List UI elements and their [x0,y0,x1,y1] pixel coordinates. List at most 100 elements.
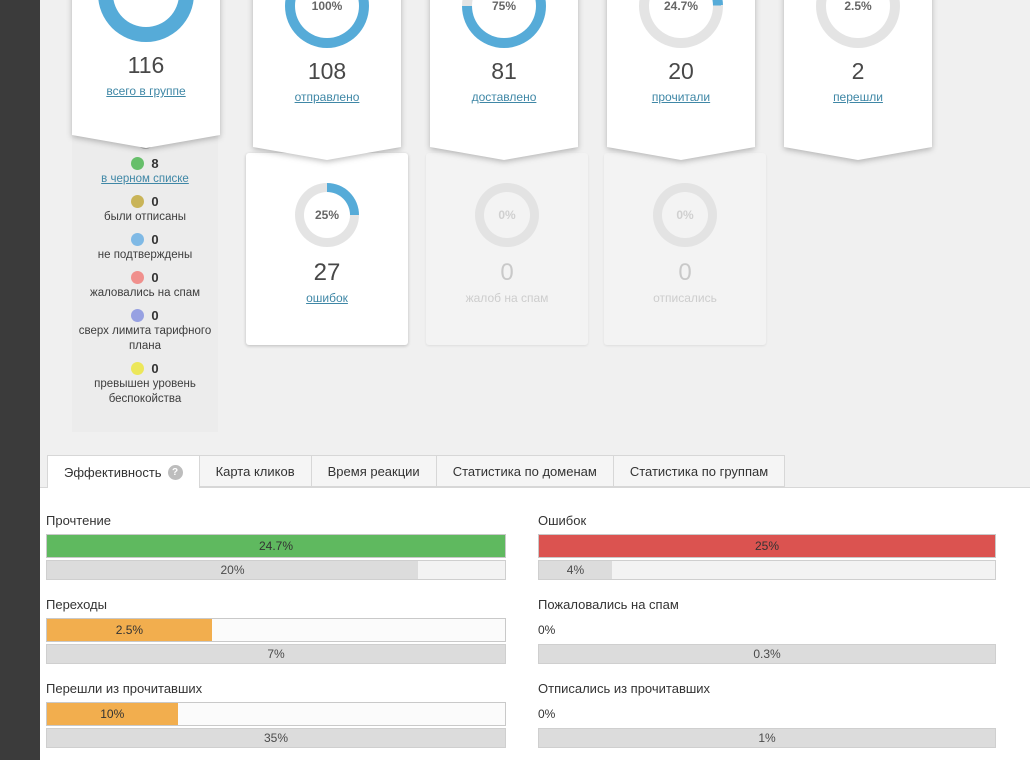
summary-link[interactable]: ошибок [306,291,348,305]
tab-label: Время реакции [327,463,420,479]
bar-group: Перешли из прочитавших 10% 35% [46,681,506,748]
legend-link-label[interactable]: в черном списке [101,173,189,185]
campaign-bar-fill: 25% [539,535,995,557]
metric-link[interactable]: всего в группе [106,84,186,98]
legend-text-label: превышен уровень беспокойства [94,377,196,405]
bar-group-title: Переходы [46,597,107,612]
average-bar: 20% [46,560,506,580]
donut-hole [662,192,708,238]
summary-card-errors: 25% 27 ошибок [246,153,408,345]
legend-text-label: жаловались на спам [90,286,200,299]
donut-percent-label: 0% [498,208,516,222]
campaign-bar: 2.5% [46,618,506,642]
donut-hole [304,192,350,238]
bar-group: Пожаловались на спам 0% 0.3% [538,597,996,664]
bar-group: Прочтение 24.7% 20% [46,513,506,580]
bar-group-title: Перешли из прочитавших [46,681,203,696]
tab-label: Эффективность [64,464,162,480]
legend-text-label: не подтверждены [97,248,193,261]
tab-click-map[interactable]: Карта кликов [198,455,312,487]
legend-row: 0 [72,232,218,247]
progress-donut: 24.7% [639,0,723,48]
average-bar-fill: 20% [47,561,418,579]
legend-value: 0 [151,269,159,285]
effectiveness-panel: Прочтение 24.7% 20% Переходы 2.5% 7% Перешли и… [40,487,1030,760]
metric-value: 2 [851,58,865,84]
tab-reaction-time[interactable]: Время реакции [310,455,437,487]
summary-value: 27 [313,259,341,286]
progress-donut: 0% [475,183,539,247]
tab-label: Статистика по доменам [452,463,597,479]
bar-group-title: Отписались из прочитавших [538,681,711,696]
metric-card-body: 2.5% 2 перешли [784,0,932,160]
tab-group-stats[interactable]: Статистика по группам [612,455,786,487]
legend-value: 0 [151,231,159,247]
legend-item: 8 в черном списке [72,156,218,187]
stats-tabs: Эффективность? Карта кликов Время реакции С… [47,455,786,488]
bar-group-title: Ошибок [538,513,587,528]
bar-group-title: Пожаловались на спам [538,597,679,612]
left-dark-strip [0,0,40,760]
progress-donut: 25% [295,183,359,247]
summary-value: 0 [500,259,514,286]
summary-value: 0 [678,259,692,286]
legend-value: 8 [151,156,159,171]
campaign-bar-fill: 10% [47,703,178,725]
campaign-bar-fill: 24.7% [47,535,505,557]
status-dot [131,232,145,246]
metric-link[interactable]: перешли [833,90,883,104]
average-bar-fill: 1% [539,729,995,747]
average-bar: 7% [46,644,506,664]
bars-column-right: Ошибок 25% 4% Пожаловались на спам 0% 0.3% Отп… [538,488,996,760]
campaign-zero-value: 0% [538,707,556,721]
status-dot [131,361,145,375]
average-bar-fill: 0.3% [539,645,995,663]
metric-link[interactable]: доставлено [471,90,537,104]
summary-label: жалоб на спам [465,291,549,305]
donut-hole [484,192,530,238]
donut-percent-label [98,0,194,42]
metric-card-body: 116 всего в группе [72,0,220,148]
legend-text-label: сверх лимита тарифного плана [78,324,212,352]
legend-row: 0 [72,361,218,376]
tab-effectiveness[interactable]: Эффективность? [47,455,200,488]
donut-percent-label: 2.5% [844,0,872,13]
status-dot [131,194,145,208]
status-dot [131,270,145,284]
metric-card-clicked: 2.5% 2 перешли [784,0,932,160]
metric-card-body: 24.7% 20 прочитали [607,0,755,160]
metric-value: 116 [127,52,165,78]
metric-card-body: 100% 108 отправлено [253,0,401,160]
progress-donut: 100% [285,0,369,48]
metric-card-total: 116 всего в группе [72,0,220,148]
summary-label: отписались [653,291,717,305]
metric-card-body: 75% 81 доставлено [430,0,578,160]
bars-column-left: Прочтение 24.7% 20% Переходы 2.5% 7% Перешли и… [46,488,506,760]
donut-percent-label: 75% [491,0,517,13]
average-bar: 4% [538,560,996,580]
tab-label: Статистика по группам [629,463,769,479]
help-icon[interactable]: ? [167,464,183,480]
donut-percent-label: 24.7% [663,0,699,13]
average-bar: 35% [46,728,506,748]
campaign-bar-fill: 2.5% [47,619,212,641]
average-bar-fill: 35% [47,729,505,747]
legend-value: 0 [151,307,159,323]
campaign-bar: 10% [46,702,506,726]
bar-group: Отписались из прочитавших 0% 1% [538,681,996,748]
bar-group: Переходы 2.5% 7% [46,597,506,664]
campaign-zero-value: 0% [538,623,556,637]
status-dot [131,308,145,322]
metric-link[interactable]: прочитали [651,90,711,104]
campaign-bar: 24.7% [46,534,506,558]
status-dot [131,157,145,170]
tab-domain-stats[interactable]: Статистика по доменам [435,455,614,487]
legend-value: 0 [151,193,159,209]
progress-donut: 75% [462,0,546,48]
legend-row: 0 [72,270,218,285]
metric-link[interactable]: отправлено [294,90,360,104]
average-bar: 1% [538,728,996,748]
campaign-bar: 25% [538,534,996,558]
